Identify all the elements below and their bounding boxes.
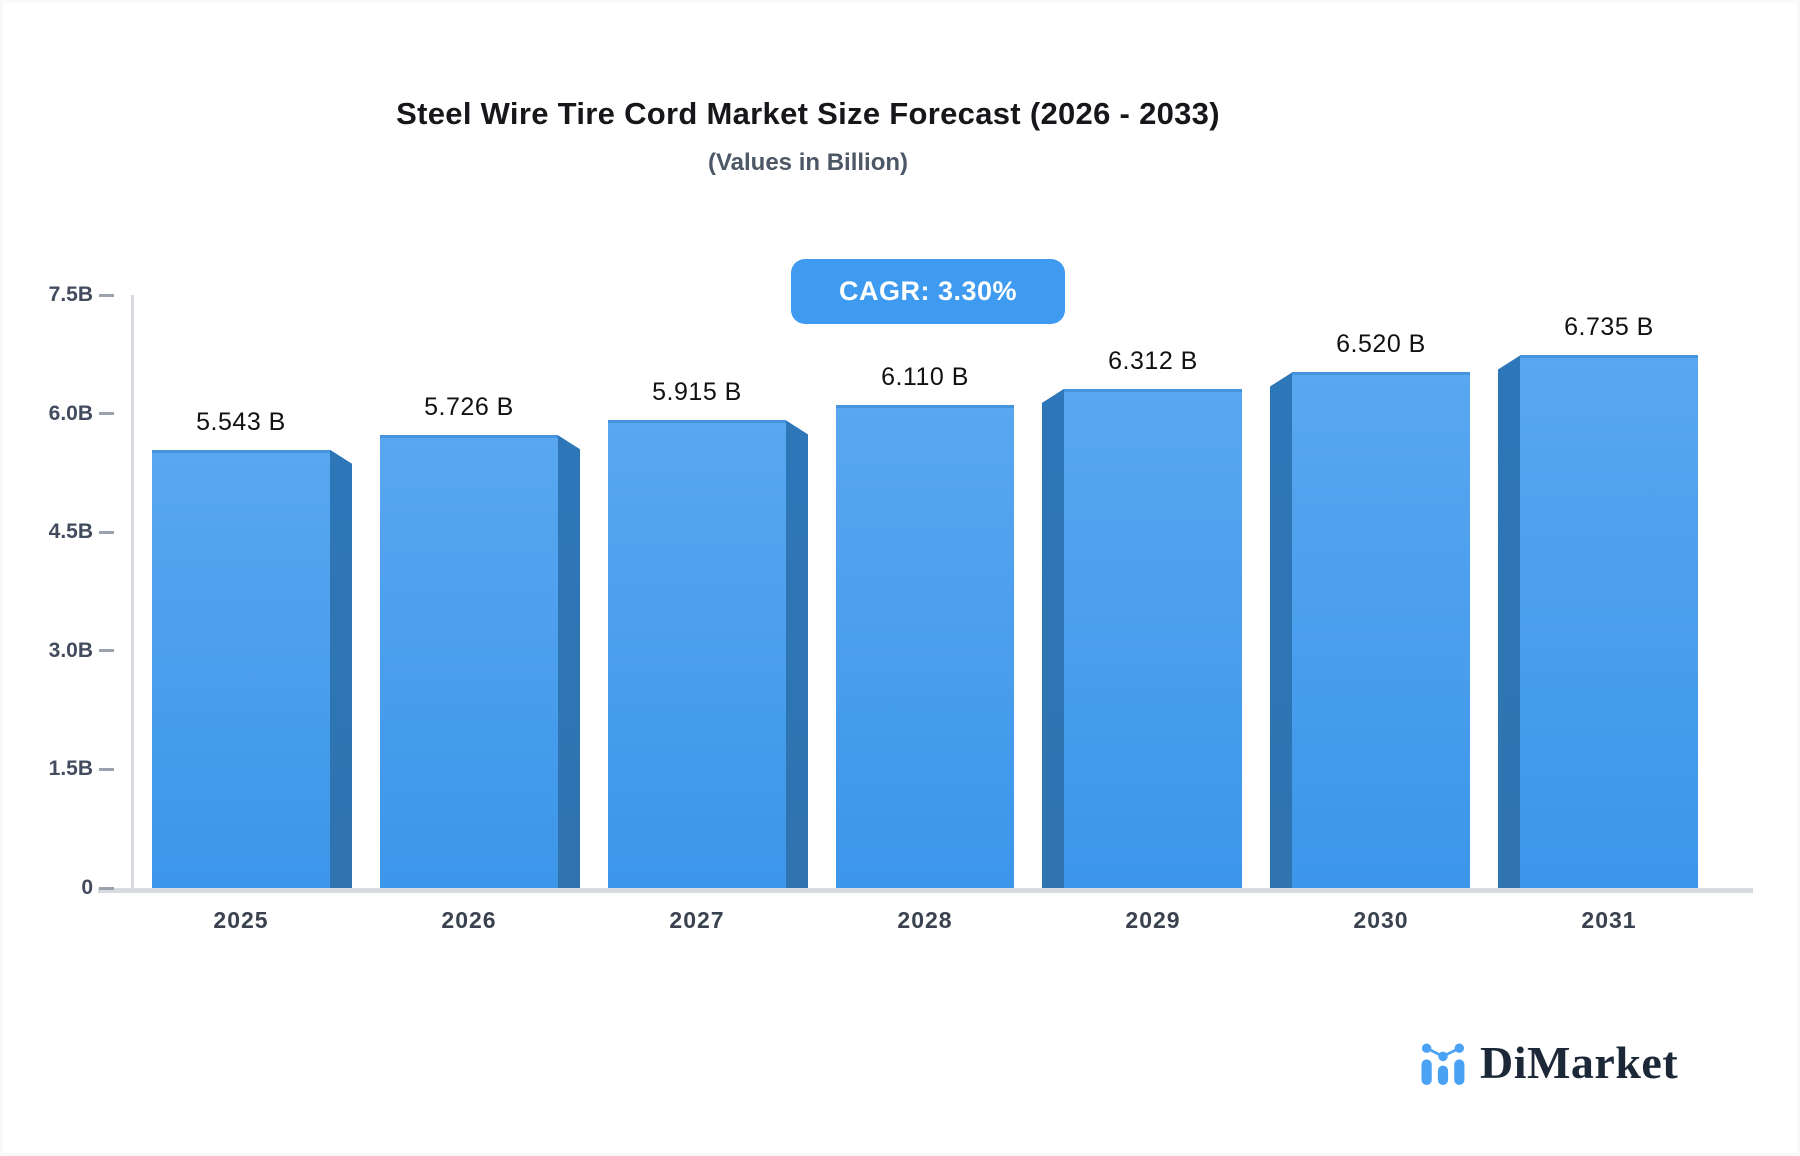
bar-value-label: 6.312 B xyxy=(1108,346,1198,375)
bar-value-label: 6.735 B xyxy=(1564,313,1654,342)
y-tick-dash xyxy=(99,767,114,771)
x-axis-label: 2026 xyxy=(441,907,497,933)
y-tick-label: 0 xyxy=(81,876,93,899)
bar-2027 xyxy=(608,420,786,888)
bar-2030 xyxy=(1292,372,1470,888)
x-axis-label: 2027 xyxy=(669,907,725,933)
bar-2028 xyxy=(836,404,1014,888)
bar-side-2030 xyxy=(1270,372,1292,888)
bar-value-label: 5.915 B xyxy=(652,378,742,407)
bar-2025 xyxy=(152,449,330,888)
chart-title: Steel Wire Tire Cord Market Size Forecas… xyxy=(396,96,1220,131)
x-axis-label: 2030 xyxy=(1353,907,1409,933)
x-axis-label: 2031 xyxy=(1581,907,1637,933)
bar-value-label: 5.543 B xyxy=(196,407,286,436)
chart-subtitle: (Values in Billion) xyxy=(707,149,909,176)
bar-value-label: 6.110 B xyxy=(881,362,969,391)
y-tick-dash xyxy=(99,649,114,653)
x-axis-label: 2025 xyxy=(213,907,269,933)
bar-value-label: 5.726 B xyxy=(424,393,514,422)
y-tick-label: 3.0B xyxy=(48,638,93,662)
bar-2026 xyxy=(380,435,558,888)
bar-2029 xyxy=(1064,388,1242,888)
bar-side-2031 xyxy=(1498,355,1520,888)
y-axis-line xyxy=(131,295,134,890)
y-tick-label: 6.0B xyxy=(48,401,93,425)
y-tick-dash xyxy=(99,293,114,297)
bar-chart-icon xyxy=(1421,1043,1465,1085)
x-axis-label: 2028 xyxy=(897,907,953,933)
y-tick-label: 4.5B xyxy=(48,520,93,544)
cagr-badge: CAGR: 3.30% xyxy=(791,259,1065,324)
y-tick-dash xyxy=(99,886,114,890)
bar-side-2027 xyxy=(786,420,808,888)
logo-text: DiMarket xyxy=(1480,1037,1679,1088)
x-axis-line xyxy=(98,888,1753,893)
bar-value-label: 6.520 B xyxy=(1336,330,1426,359)
bar-side-2025 xyxy=(330,449,352,888)
bar-side-2029 xyxy=(1042,388,1064,888)
dimarket-logo: DiMarket xyxy=(1419,1039,1678,1086)
y-tick-label: 7.5B xyxy=(48,283,93,306)
y-tick-label: 1.5B xyxy=(48,757,93,781)
bar-2031 xyxy=(1520,355,1698,888)
y-tick-dash xyxy=(99,530,114,534)
x-axis-label: 2029 xyxy=(1125,907,1181,933)
y-tick-dash xyxy=(99,412,114,416)
bar-side-2026 xyxy=(558,435,580,888)
